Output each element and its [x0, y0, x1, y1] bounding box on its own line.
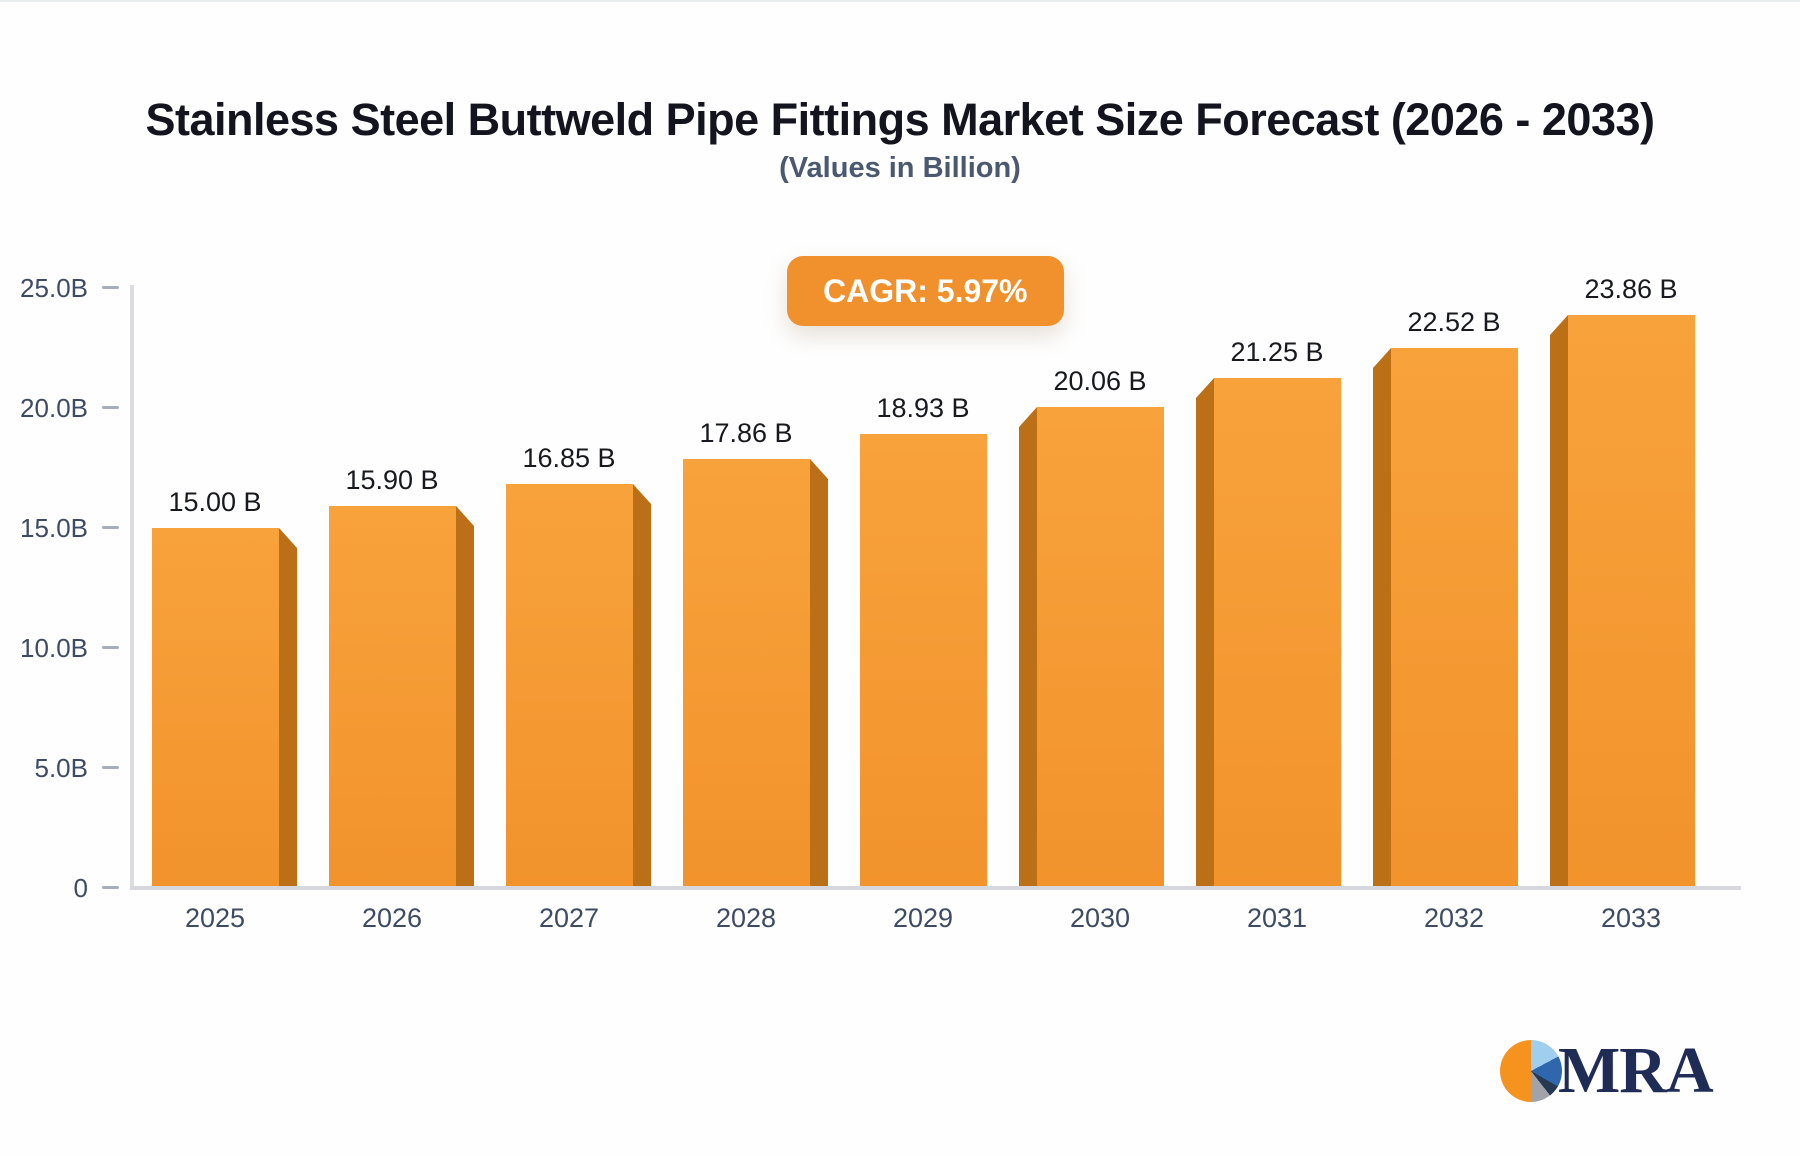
x-tick-label: 2028	[715, 903, 777, 933]
chart-subtitle: (Values in Billion)	[779, 152, 1021, 184]
y-tick-label: 20.0B	[20, 393, 88, 423]
bar-2028	[683, 459, 828, 888]
bar-front-face	[152, 528, 279, 888]
bar-front-face	[860, 434, 987, 888]
y-tick-mark	[102, 286, 119, 289]
bar-side-face	[279, 528, 297, 888]
y-tick-mark	[102, 406, 119, 409]
logo-text: MRA	[1558, 1034, 1714, 1107]
bar-2027	[506, 484, 651, 888]
bar-side-face	[1373, 348, 1391, 888]
bar-value-label: 22.52 B	[1407, 307, 1501, 337]
y-axis-line	[130, 285, 134, 890]
x-tick-label: 2029	[892, 903, 954, 933]
bar-value-label: 17.86 B	[699, 418, 793, 448]
y-tick-label: 5.0B	[34, 753, 89, 783]
bar-side-face	[456, 506, 474, 888]
x-tick-label: 2030	[1069, 903, 1131, 933]
bar-value-label: 15.00 B	[168, 487, 262, 517]
bar-2025	[152, 528, 297, 888]
bar-front-face	[506, 484, 633, 888]
x-tick-label: 2031	[1246, 903, 1308, 933]
cagr-badge: CAGR: 5.97%	[787, 256, 1064, 326]
x-axis-line	[130, 886, 1741, 890]
bar-value-label: 23.86 B	[1584, 274, 1678, 304]
x-tick-label: 2026	[361, 903, 423, 933]
bar-front-face	[1214, 378, 1341, 888]
y-tick-mark	[102, 766, 119, 769]
bar-2032	[1373, 348, 1518, 888]
bar-value-label: 18.93 B	[876, 393, 970, 423]
pie-chart-icon	[1500, 1040, 1562, 1102]
bar-2030	[1019, 407, 1164, 888]
y-tick-mark	[102, 886, 119, 889]
bar-2026	[329, 506, 474, 888]
bar-value-label: 15.90 B	[345, 465, 439, 495]
bar-2031	[1196, 378, 1341, 888]
bar-front-face	[1568, 315, 1695, 888]
y-tick-label: 0	[73, 873, 88, 903]
bar-front-face	[683, 459, 810, 888]
bar-side-face	[1019, 407, 1037, 888]
bar-value-label: 20.06 B	[1053, 366, 1147, 396]
bar-side-face	[1196, 378, 1214, 888]
y-tick-mark	[102, 526, 119, 529]
mra-logo: MRA	[1500, 1034, 1714, 1107]
y-tick-label: 10.0B	[20, 633, 88, 663]
y-tick-label: 15.0B	[20, 513, 88, 543]
bar-front-face	[1391, 348, 1518, 888]
x-tick-label: 2033	[1600, 903, 1662, 933]
bar-side-face	[633, 484, 651, 888]
bar-front-face	[1037, 407, 1164, 888]
bar-value-label: 16.85 B	[522, 443, 616, 473]
bar-front-face	[329, 506, 456, 888]
bar-2033	[1550, 315, 1695, 888]
bar-side-face	[1550, 315, 1568, 888]
y-tick-label: 25.0B	[20, 273, 88, 303]
y-tick-mark	[102, 646, 119, 649]
bar-2029	[860, 434, 987, 888]
x-tick-label: 2027	[538, 903, 600, 933]
x-tick-label: 2032	[1423, 903, 1485, 933]
x-tick-label: 2025	[184, 903, 246, 933]
bar-side-face	[810, 459, 828, 888]
bar-value-label: 21.25 B	[1230, 337, 1324, 367]
chart-title: Stainless Steel Buttweld Pipe Fittings M…	[145, 94, 1655, 145]
